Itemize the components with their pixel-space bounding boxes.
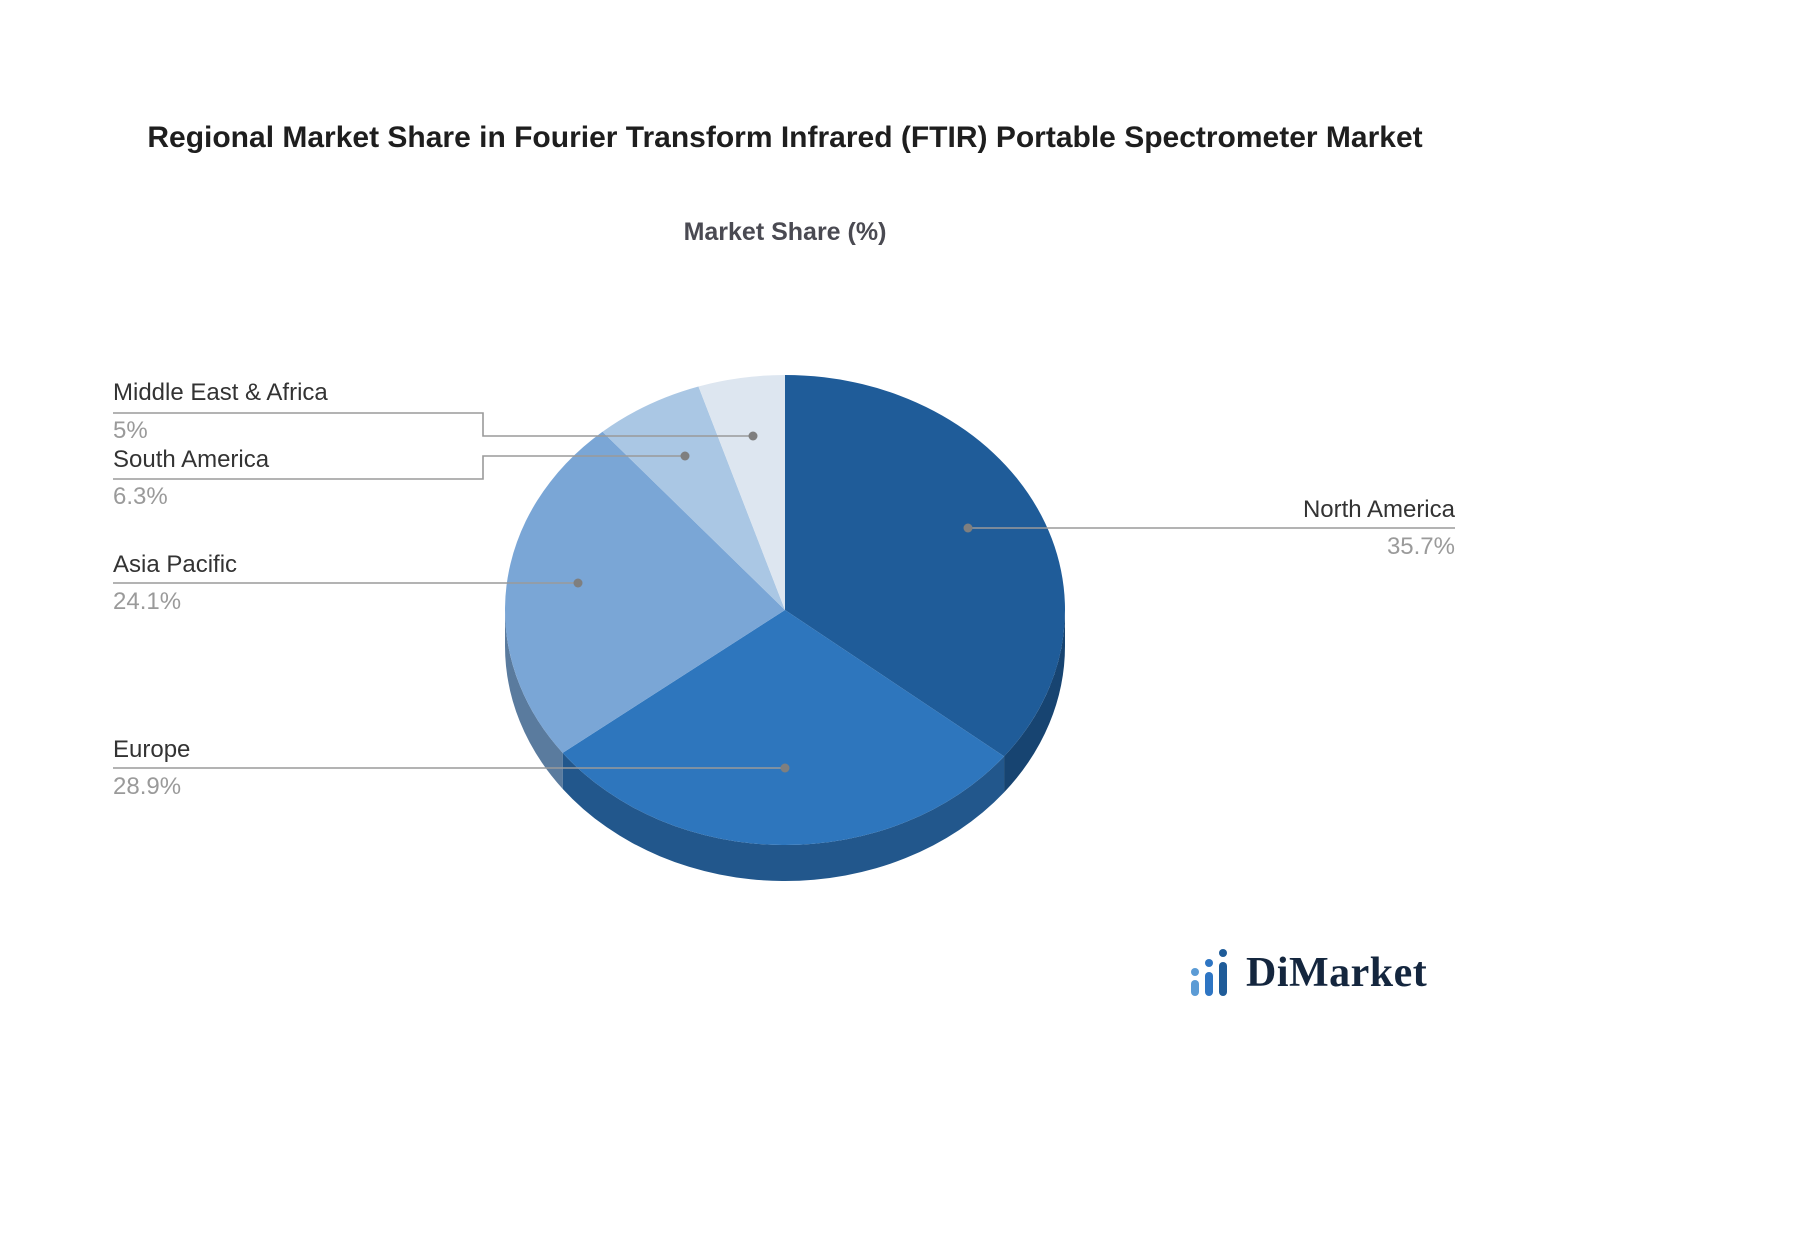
pie-slice-side-1 — [562, 752, 1005, 882]
brand-name: DiMarket — [1246, 950, 1428, 996]
pie-slice-3[interactable] — [602, 386, 785, 611]
chart-subtitle: Market Share (%) — [683, 218, 887, 246]
leader-dot-north-america — [963, 523, 973, 533]
pie-slice-side-2 — [505, 610, 563, 789]
slice-value-north-america: 35.7% — [1386, 533, 1455, 560]
slice-value-middle-east-africa: 5% — [113, 417, 148, 444]
slice-value-europe: 28.9% — [113, 773, 182, 800]
leader-dots — [573, 431, 973, 773]
leader-line-south-america — [113, 455, 685, 480]
slice-label-north-america: North America — [1302, 496, 1455, 523]
leader-dot-middle-east-africa — [748, 431, 758, 441]
slice-label-asia-pacific: Asia Pacific — [113, 551, 238, 578]
pie-slice-1[interactable] — [562, 610, 1005, 846]
pie-slice-4[interactable] — [698, 375, 785, 610]
pie-slice-0[interactable] — [785, 375, 1066, 757]
leader-line-middle-east-africa — [113, 412, 753, 437]
slice-value-asia-pacific: 24.1% — [113, 588, 182, 615]
leader-dot-europe — [780, 763, 790, 773]
brand-logo: DiMarket — [1188, 948, 1427, 998]
leader-lines — [113, 412, 1455, 769]
leader-dot-south-america — [680, 451, 690, 461]
slice-label-europe: Europe — [113, 736, 191, 763]
leader-dot-asia-pacific — [573, 578, 583, 588]
pie-slice-side-0 — [1004, 610, 1065, 793]
chart-title: Regional Market Share in Fourier Transfo… — [147, 121, 1423, 154]
slice-label-south-america: South America — [113, 446, 270, 473]
slice-label-middle-east-africa: Middle East & Africa — [113, 379, 328, 406]
pie-slice-2[interactable] — [504, 431, 785, 753]
pie-slices — [504, 375, 1066, 846]
slice-value-south-america: 6.3% — [113, 483, 168, 510]
pie-3d-sides — [505, 610, 1065, 882]
bar-chart-icon — [1191, 949, 1227, 996]
